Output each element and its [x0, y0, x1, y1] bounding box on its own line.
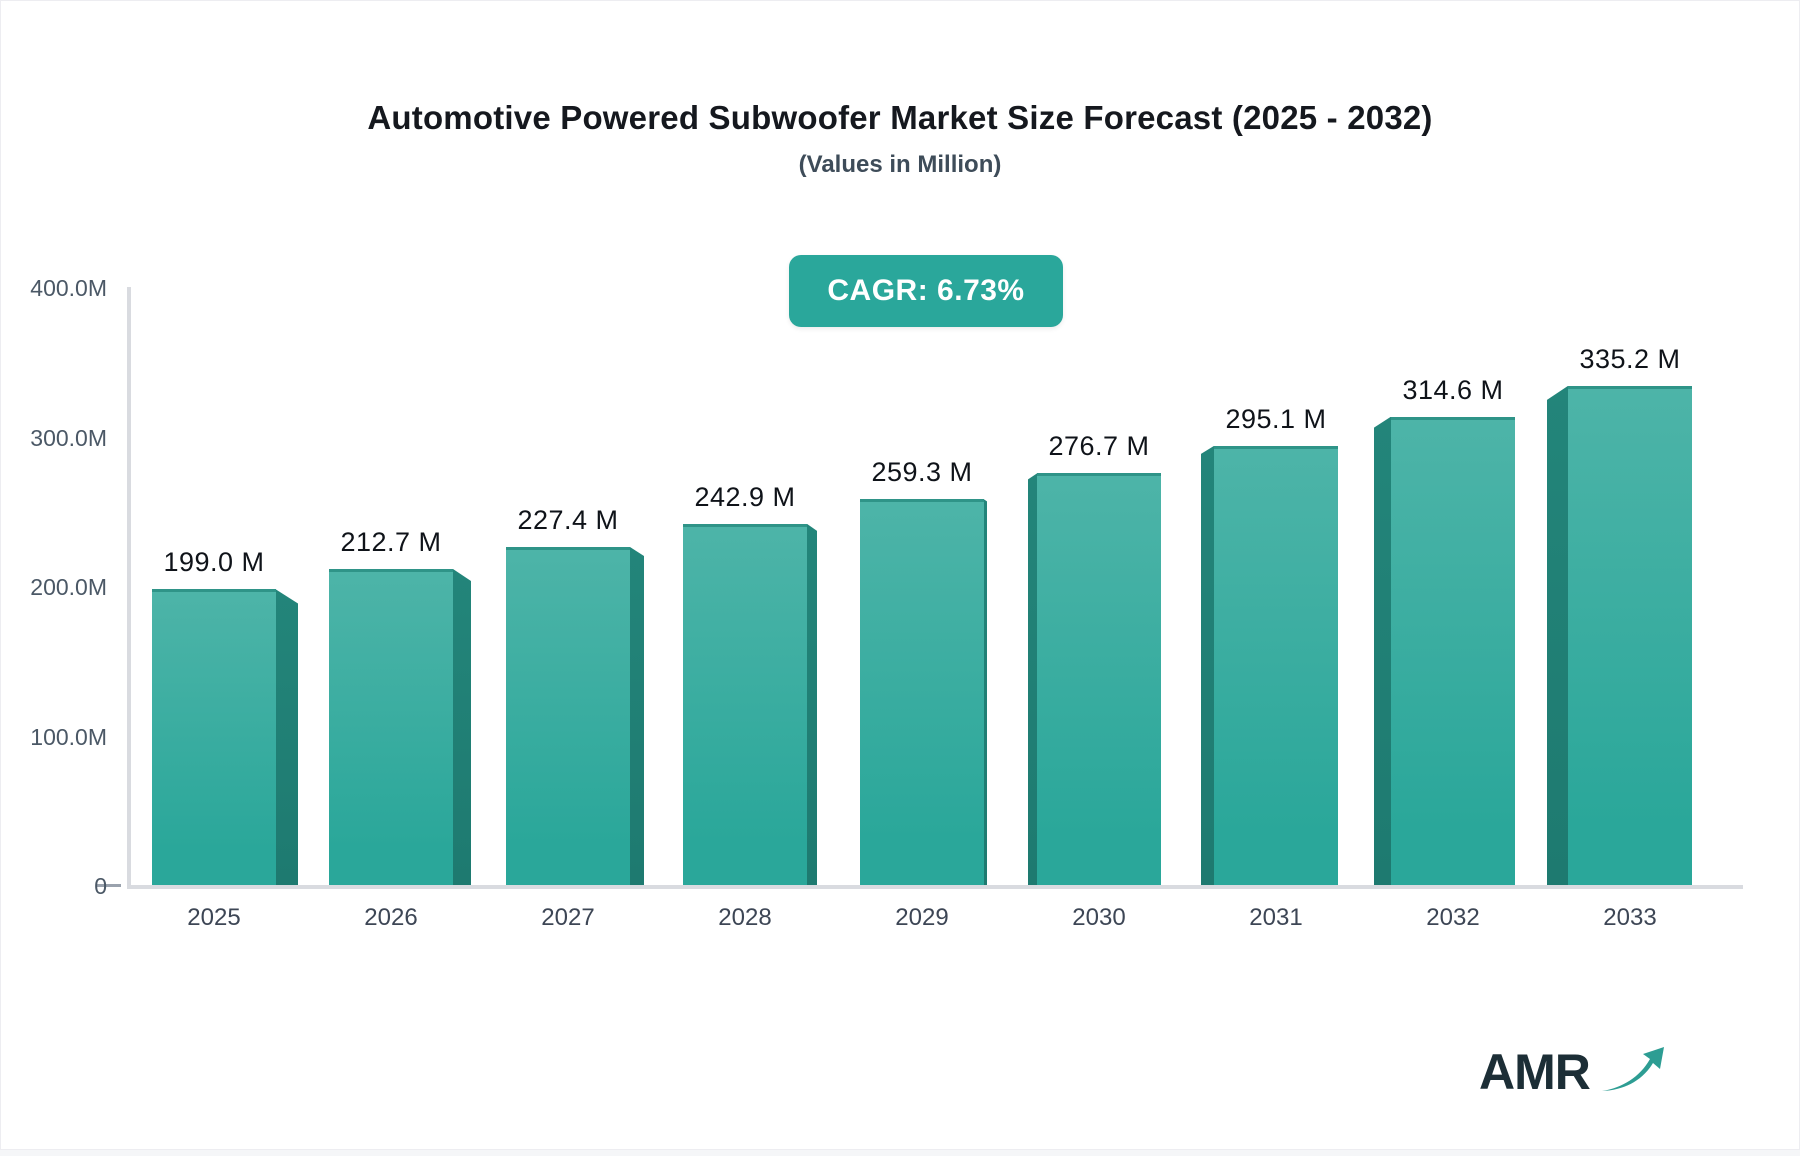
bar-chart: 400.0M 300.0M 200.0M 100.0M 0 199.0 M 2025 212.…: [1, 1, 1800, 1001]
bar-2025[interactable]: [152, 589, 276, 885]
bar-side-face: [276, 589, 298, 885]
bar-2032[interactable]: [1391, 416, 1515, 885]
bar-2029[interactable]: [860, 499, 984, 885]
bar-side-face: [807, 523, 817, 885]
bar-value-label: 227.4 M: [517, 505, 619, 536]
bar-value-label: 276.7 M: [1048, 431, 1150, 462]
x-axis-label-2027: 2027: [541, 904, 595, 931]
cagr-badge: CAGR: 6.73%: [789, 255, 1063, 327]
bar-2028[interactable]: [683, 523, 807, 885]
y-axis-tick-label: 300.0M: [30, 424, 107, 451]
bar-value-label: 295.1 M: [1225, 403, 1327, 434]
y-axis-tick-label: 100.0M: [30, 723, 107, 750]
x-axis-label-2030: 2030: [1072, 904, 1126, 931]
bar-side-face: [984, 499, 987, 885]
bar-2033[interactable]: [1568, 385, 1692, 885]
amr-logo-text: AMR: [1479, 1044, 1591, 1100]
x-axis-label-2029: 2029: [895, 904, 949, 931]
zero-tick-mark: [97, 884, 121, 887]
bar-2027[interactable]: [506, 547, 630, 885]
y-axis-tick-label: 0: [94, 873, 107, 899]
bar-2030[interactable]: [1037, 473, 1161, 885]
bar-side-face: [1028, 473, 1037, 885]
y-axis-tick-label: 400.0M: [30, 275, 107, 301]
bar-side-face: [1201, 445, 1214, 885]
bar-value-label: 242.9 M: [694, 481, 796, 512]
x-axis-label-2032: 2032: [1426, 904, 1480, 931]
bar-side-face: [1547, 385, 1568, 885]
chart-subtitle: (Values in Million): [798, 151, 1002, 178]
bar-value-label: 259.3 M: [871, 457, 973, 488]
amr-logo: AMR: [1479, 1039, 1669, 1109]
growth-arrow-icon: [1600, 1039, 1666, 1102]
bar-side-face: [453, 569, 471, 885]
x-axis-line: [127, 885, 1743, 889]
y-axis-line: [127, 287, 131, 888]
x-axis-label-2028: 2028: [718, 904, 772, 931]
x-axis-label-2031: 2031: [1249, 904, 1303, 931]
bar-2026[interactable]: [329, 569, 453, 885]
chart-title: Automotive Powered Subwoofer Market Size…: [367, 99, 1433, 136]
bar-value-label: 199.0 M: [163, 547, 265, 578]
x-axis-label-2025: 2025: [187, 904, 241, 931]
bar-value-label: 335.2 M: [1579, 343, 1681, 374]
bar-value-label: 212.7 M: [340, 527, 442, 557]
bar-side-face: [630, 547, 644, 885]
bar-value-label: 314.6 M: [1402, 374, 1504, 405]
bar-2031[interactable]: [1214, 445, 1338, 885]
bar-side-face: [1374, 416, 1391, 885]
x-axis-label-2033: 2033: [1603, 904, 1657, 931]
y-axis-tick-label: 200.0M: [30, 574, 107, 600]
x-axis-label-2026: 2026: [364, 904, 418, 931]
